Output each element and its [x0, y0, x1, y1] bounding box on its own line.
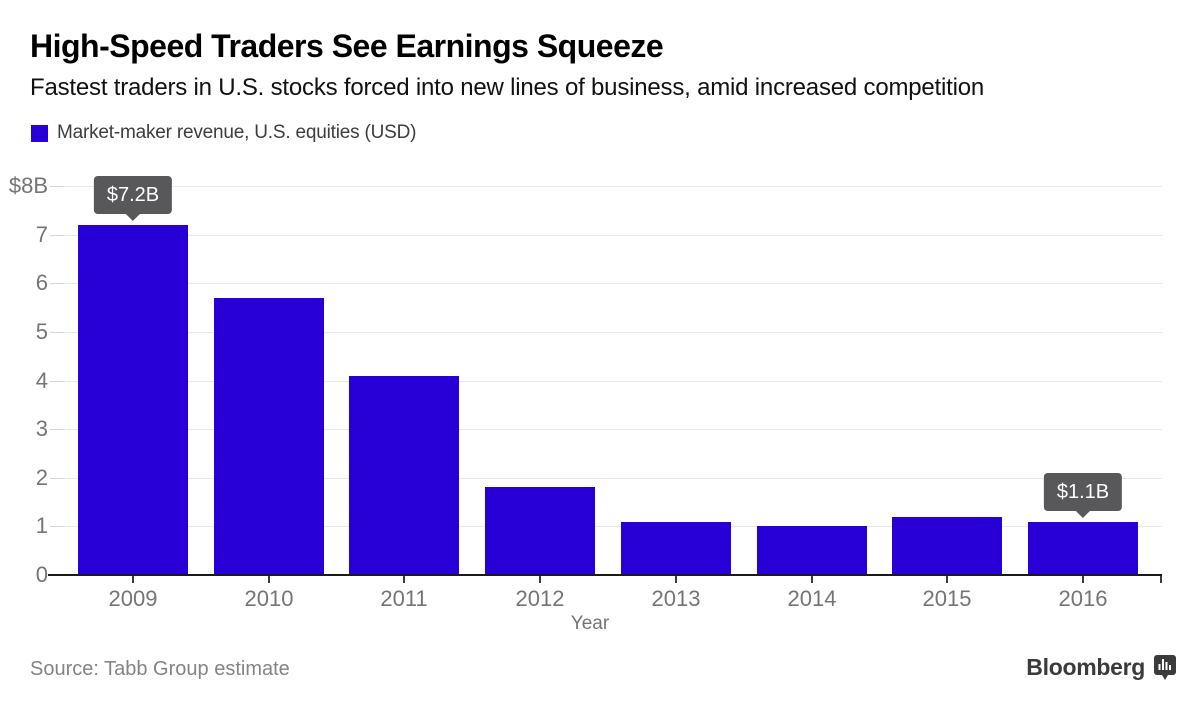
legend-swatch	[31, 124, 48, 142]
y-axis-label: 7	[35, 222, 48, 247]
gridline	[66, 381, 1162, 382]
gridline	[66, 235, 1162, 236]
legend-label: Market-maker revenue, U.S. equities (USD…	[57, 122, 417, 143]
chart-subtitle: Fastest traders in U.S. stocks forced in…	[30, 74, 985, 101]
bar-2015	[892, 517, 1002, 574]
y-axis-label: 0	[35, 562, 48, 587]
gridline	[66, 332, 1162, 333]
y-axis-label: $8B	[8, 173, 48, 198]
y-axis-label: 4	[35, 368, 48, 393]
y-axis-tick	[50, 283, 65, 284]
x-axis-tick	[403, 576, 405, 583]
x-axis-tick	[675, 576, 677, 583]
x-axis-label: 2015	[922, 586, 972, 611]
x-axis-end-tick	[1160, 576, 1162, 583]
y-axis-tick	[50, 381, 65, 382]
bar-2014	[757, 526, 867, 574]
x-axis-label: 2009	[108, 586, 158, 611]
gridline	[66, 429, 1162, 430]
bloomberg-chart-icon	[1154, 654, 1176, 680]
y-axis-label: 6	[35, 270, 48, 295]
y-axis-tick	[50, 478, 65, 479]
chart-title: High-Speed Traders See Earnings Squeeze	[30, 28, 664, 64]
gridline	[66, 186, 1162, 187]
value-callout-2016: $1.1B	[1043, 473, 1123, 511]
y-axis-label: 5	[35, 319, 48, 344]
x-axis-line	[48, 574, 1162, 576]
bar-2011	[349, 376, 459, 574]
x-axis-label: 2011	[380, 586, 428, 611]
x-axis-tick	[539, 576, 541, 583]
gridline	[66, 526, 1162, 527]
x-axis-label: 2016	[1058, 586, 1108, 611]
y-axis-tick	[50, 332, 65, 333]
y-axis-tick	[50, 429, 65, 430]
x-axis-tick	[1082, 576, 1084, 583]
value-callout-2009: $7.2B	[93, 176, 173, 214]
x-axis-label: 2014	[787, 586, 837, 611]
x-axis-title: Year	[570, 613, 610, 634]
x-axis-label: 2013	[651, 586, 701, 611]
x-axis-tick	[268, 576, 270, 583]
source-note: Source: Tabb Group estimate	[30, 658, 290, 680]
y-axis-tick	[50, 186, 65, 187]
gridline	[66, 478, 1162, 479]
bar-2009	[78, 225, 188, 574]
gridline	[66, 283, 1162, 284]
bar-2010	[214, 298, 324, 574]
x-axis-label: 2010	[244, 586, 294, 611]
x-axis-tick	[811, 576, 813, 583]
bar-2016	[1028, 522, 1138, 574]
bar-2013	[621, 522, 731, 574]
bloomberg-wordmark: Bloomberg	[1026, 654, 1145, 680]
bar-2012	[485, 487, 595, 574]
y-axis-tick	[50, 526, 65, 527]
y-axis-label: 2	[35, 465, 48, 490]
x-axis-tick	[946, 576, 948, 583]
x-axis-tick	[132, 576, 134, 583]
y-axis-label: 1	[35, 513, 48, 538]
bloomberg-logo: Bloomberg	[1026, 654, 1176, 681]
legend: Market-maker revenue, U.S. equities (USD…	[31, 122, 416, 144]
y-axis-tick	[50, 235, 65, 236]
y-axis-label: 3	[35, 416, 48, 441]
x-axis-label: 2012	[515, 586, 565, 611]
